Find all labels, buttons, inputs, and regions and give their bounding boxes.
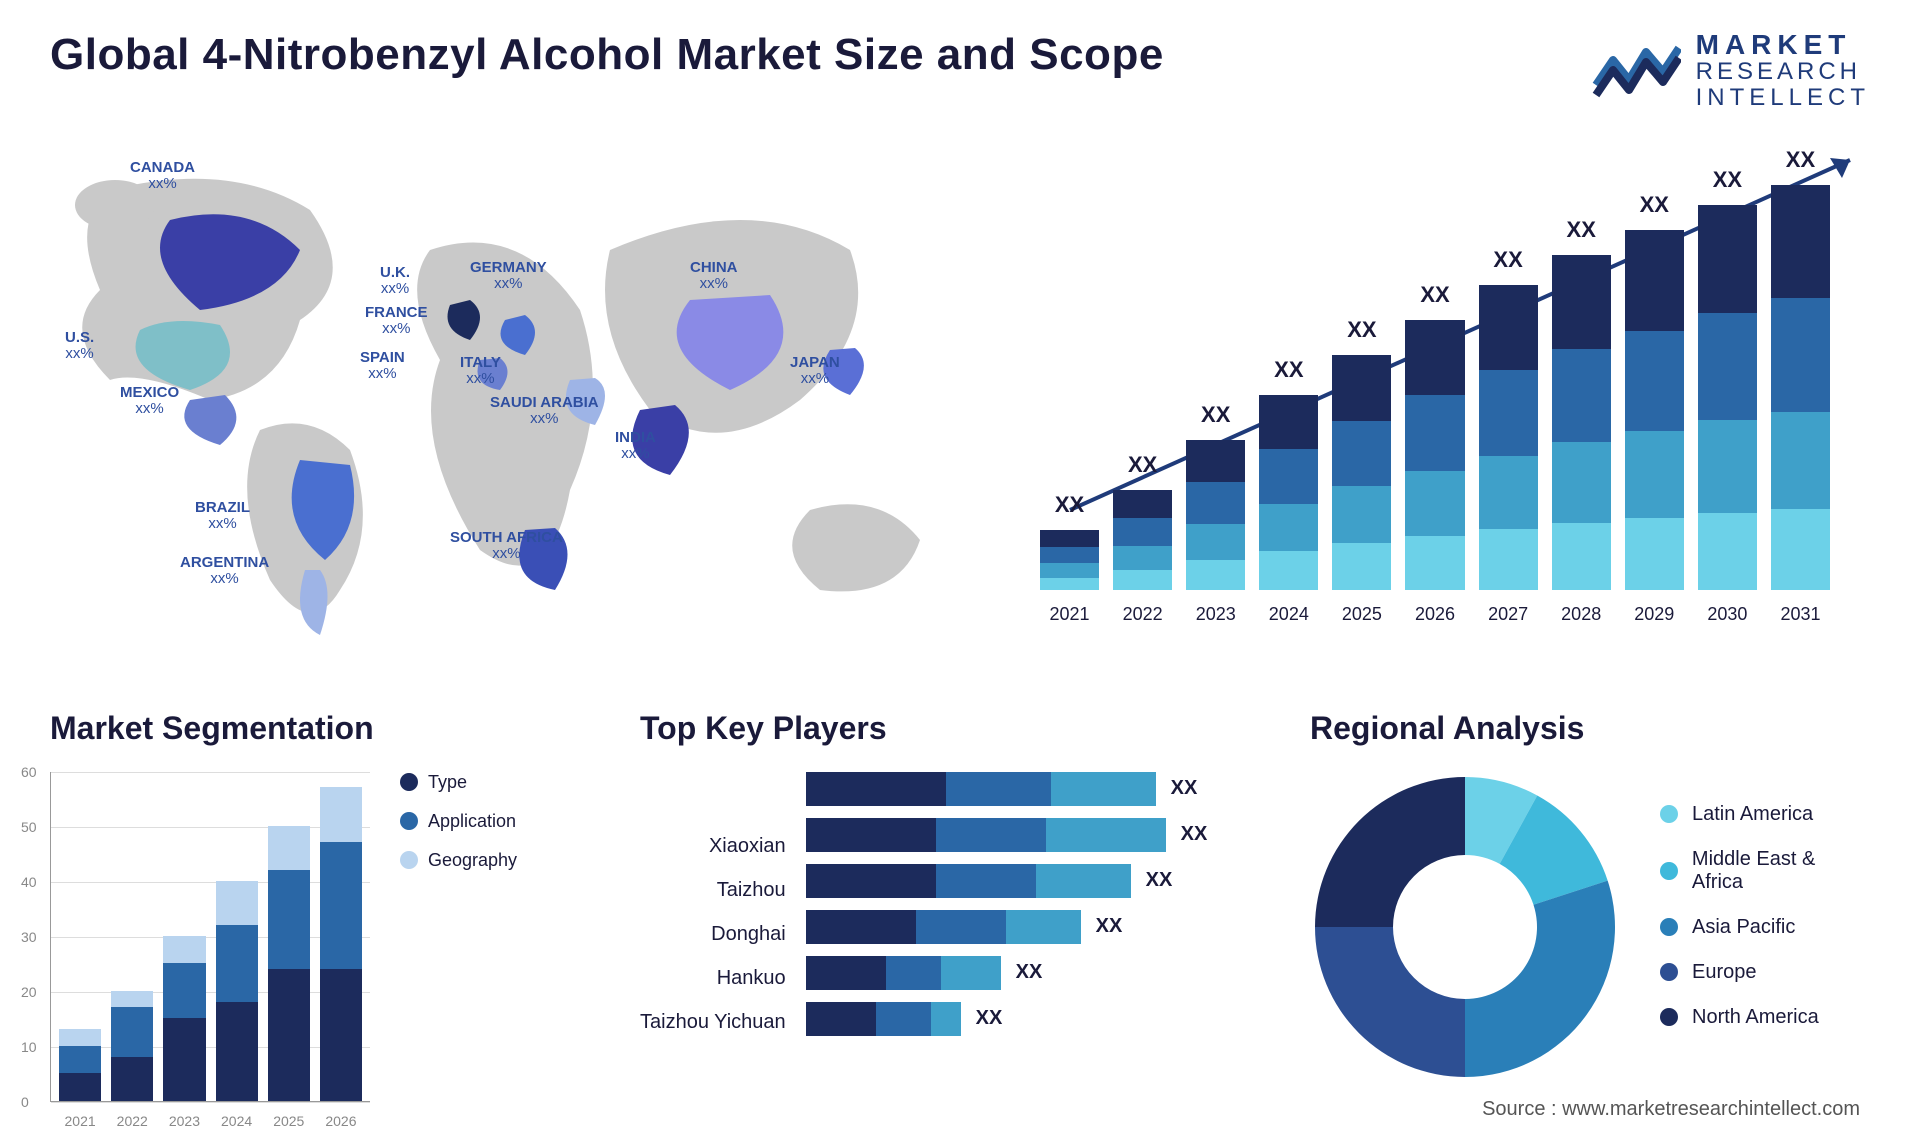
player-bar: XX: [806, 818, 1280, 852]
growth-bar: XX2026: [1405, 320, 1464, 590]
player-name: Donghai: [640, 912, 786, 956]
segmentation-chart: 0102030405060 202120222023202420252026: [50, 772, 370, 1102]
segmentation-legend: Type Application Geography: [400, 772, 517, 1102]
map-label-china: CHINAxx%: [690, 260, 738, 293]
map-label-u-s-: U.S.xx%: [65, 330, 94, 363]
brand-logo: MARKET RESEARCH INTELLECT: [1591, 30, 1870, 110]
player-bar: XX: [806, 864, 1280, 898]
world-map-region: CANADAxx% U.S.xx% MEXICOxx% BRAZILxx% ARGENT…: [50, 130, 970, 670]
map-label-south-africa: SOUTH AFRICAxx%: [450, 530, 563, 563]
segmentation-bar: 2021: [59, 1029, 101, 1101]
legend-item: Asia Pacific: [1660, 916, 1870, 939]
map-label-india: INDIAxx%: [615, 430, 656, 463]
growth-bar: XX2027: [1479, 285, 1538, 590]
growth-bar: XX2031: [1771, 185, 1830, 590]
growth-bar: XX2025: [1332, 355, 1391, 590]
growth-bar: XX2022: [1113, 490, 1172, 590]
page-title: Global 4-Nitrobenzyl Alcohol Market Size…: [50, 30, 1164, 80]
segmentation-bar: 2025: [268, 826, 310, 1101]
logo-mark-icon: [1591, 40, 1681, 100]
legend-item: North America: [1660, 1006, 1870, 1029]
segmentation-bar: 2023: [163, 936, 205, 1101]
donut-slice: [1315, 927, 1465, 1077]
growth-bar: XX2024: [1259, 395, 1318, 590]
logo-line3: INTELLECT: [1696, 85, 1870, 110]
growth-bar: XX2023: [1186, 440, 1245, 590]
regional-title: Regional Analysis: [1310, 710, 1870, 747]
map-label-canada: CANADAxx%: [130, 160, 195, 193]
legend-item: Latin America: [1660, 803, 1870, 826]
logo-line1: MARKET: [1696, 30, 1870, 59]
source-text: Source : www.marketresearchintellect.com: [1482, 1098, 1860, 1121]
growth-bar: XX2028: [1552, 255, 1611, 590]
regional-legend: Latin America Middle East & Africa Asia Pa…: [1660, 803, 1870, 1051]
legend-item: Type: [400, 772, 517, 793]
map-label-japan: JAPANxx%: [790, 355, 840, 388]
map-label-saudi-arabia: SAUDI ARABIAxx%: [490, 395, 599, 428]
player-bar: XX: [806, 772, 1280, 806]
players-title: Top Key Players: [640, 710, 1280, 747]
map-label-argentina: ARGENTINAxx%: [180, 555, 269, 588]
map-label-germany: GERMANYxx%: [470, 260, 547, 293]
segmentation-bar: 2024: [216, 881, 258, 1101]
map-label-france: FRANCExx%: [365, 305, 428, 338]
player-bar: XX: [806, 956, 1280, 990]
regional-donut-chart: [1310, 772, 1620, 1082]
players-bars: XX XX XX XX XX XX: [806, 772, 1280, 1036]
player-name: Taizhou: [640, 868, 786, 912]
segmentation-bar: 2026: [320, 787, 362, 1101]
segmentation-bar: 2022: [111, 991, 153, 1101]
map-label-spain: SPAINxx%: [360, 350, 405, 383]
player-name: Xiaoxian: [640, 824, 786, 868]
player-bar: XX: [806, 910, 1280, 944]
player-name: Taizhou Yichuan: [640, 1000, 786, 1044]
growth-bar: XX2030: [1698, 205, 1757, 590]
regional-panel: Regional Analysis Latin America Middle Ea…: [1310, 710, 1870, 1140]
players-panel: Top Key Players XiaoxianTaizhouDonghaiHa…: [640, 710, 1280, 1140]
players-names: XiaoxianTaizhouDonghaiHankuoTaizhou Yich…: [640, 772, 786, 1044]
player-name: [640, 780, 786, 824]
legend-item: Europe: [1660, 961, 1870, 984]
growth-bar-chart: XX2021XX2022XX2023XX2024XX2025XX2026 XX20…: [1010, 130, 1870, 670]
player-bar: XX: [806, 1002, 1280, 1036]
player-name: Hankuo: [640, 956, 786, 1000]
donut-slice: [1465, 880, 1615, 1076]
legend-item: Middle East & Africa: [1660, 848, 1870, 894]
growth-bar: XX2021: [1040, 530, 1099, 590]
map-label-u-k-: U.K.xx%: [380, 265, 410, 298]
segmentation-panel: Market Segmentation 0102030405060 202120…: [50, 710, 610, 1140]
legend-item: Geography: [400, 850, 517, 871]
segmentation-title: Market Segmentation: [50, 710, 610, 747]
map-label-brazil: BRAZILxx%: [195, 500, 250, 533]
donut-slice: [1315, 777, 1465, 927]
legend-item: Application: [400, 811, 517, 832]
growth-bar: XX2029: [1625, 230, 1684, 590]
map-label-mexico: MEXICOxx%: [120, 385, 179, 418]
map-label-italy: ITALYxx%: [460, 355, 501, 388]
logo-line2: RESEARCH: [1696, 59, 1870, 84]
